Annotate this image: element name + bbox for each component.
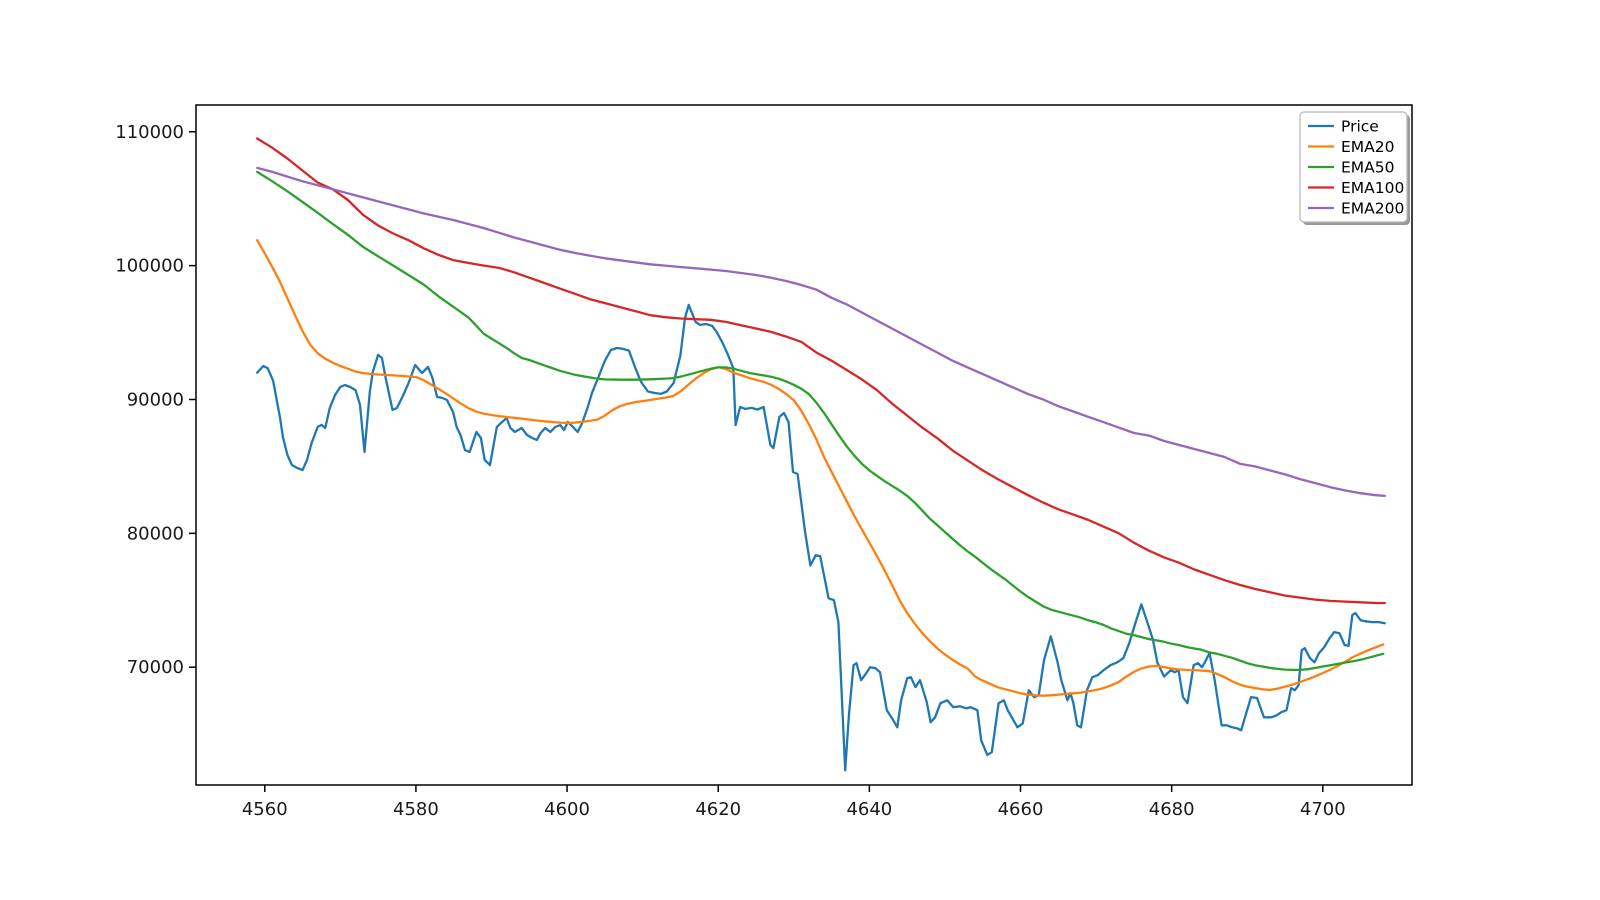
series-line-ema50: [256, 170, 1385, 672]
legend-label-ema200: EMA200: [1341, 200, 1404, 218]
series-group: [256, 137, 1386, 772]
x-axis-tick-label: 4680: [1149, 799, 1195, 820]
y-axis-tick-label: 100000: [115, 256, 184, 277]
x-axis-tick-label: 4580: [393, 799, 439, 820]
series-line-price: [256, 303, 1386, 772]
y-axis-tick-label: 70000: [127, 657, 184, 678]
plot-frame: [195, 104, 1413, 786]
legend-label-ema50: EMA50: [1341, 159, 1395, 177]
series-line-ema20: [256, 239, 1385, 697]
x-axis-tick-label: 4660: [998, 799, 1044, 820]
series-line-ema100: [256, 137, 1386, 605]
y-axis-tick-label: 110000: [115, 122, 184, 143]
legend-label-price: Price: [1341, 118, 1379, 136]
x-axis-tick-label: 4620: [695, 799, 741, 820]
legend-label-ema20: EMA20: [1341, 138, 1395, 156]
series-line-ema200: [256, 166, 1386, 498]
y-axis-tick-label: 90000: [127, 389, 184, 410]
x-axis-tick-label: 4700: [1300, 799, 1346, 820]
legend-box: [1299, 111, 1408, 223]
x-axis-tick-label: 4600: [544, 799, 590, 820]
x-axis-tick-label: 4640: [846, 799, 892, 820]
legend-label-ema100: EMA100: [1341, 179, 1404, 197]
x-axis-tick-label: 4560: [242, 799, 288, 820]
y-axis-tick-label: 80000: [127, 523, 184, 544]
